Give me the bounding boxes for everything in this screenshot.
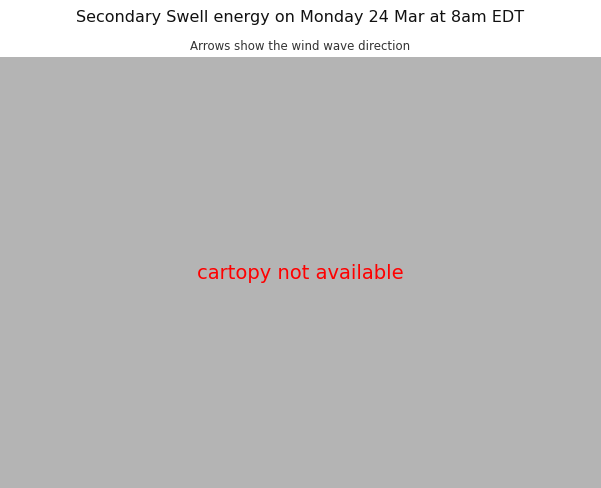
Text: cartopy not available: cartopy not available xyxy=(197,264,404,282)
Text: Secondary Swell energy on Monday 24 Mar at 8am EDT: Secondary Swell energy on Monday 24 Mar … xyxy=(76,10,525,25)
Text: Arrows show the wind wave direction: Arrows show the wind wave direction xyxy=(191,40,410,53)
